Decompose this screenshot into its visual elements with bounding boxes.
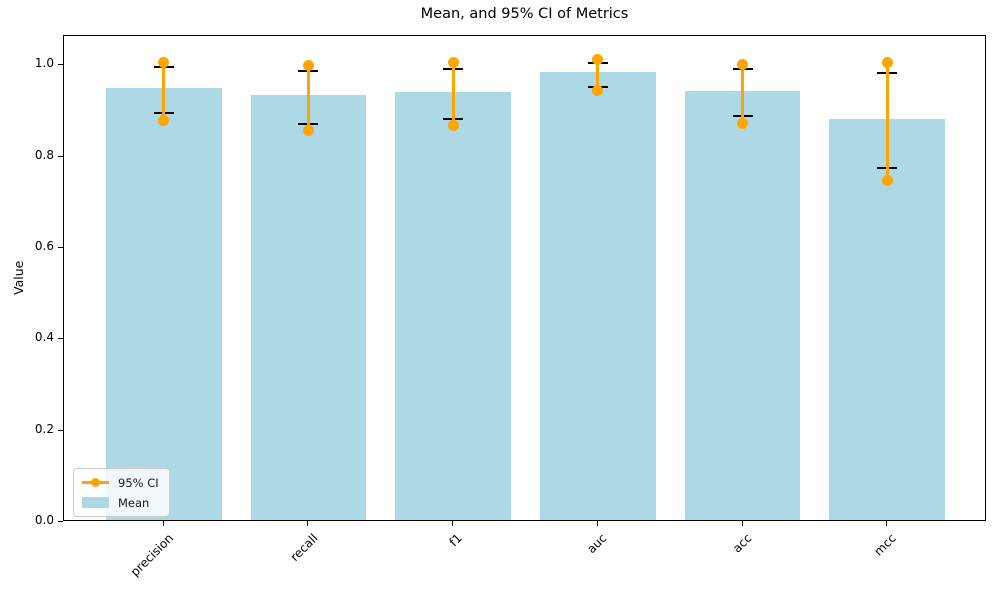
x-tick-mark [162, 521, 164, 526]
y-tick-mark [58, 521, 63, 522]
y-tick-label: 0.6 [34, 238, 54, 253]
x-tick-label-recall: recall [287, 531, 321, 565]
ci-dot [302, 59, 314, 71]
legend-label-mean: Mean [118, 495, 150, 510]
ci-line-dot-icon [82, 476, 109, 489]
y-tick-label: 0.2 [34, 421, 54, 436]
x-tick-label-acc: acc [729, 531, 755, 556]
ci-dot [447, 56, 459, 68]
bar-precision [105, 88, 222, 520]
legend: 95% CI Mean [73, 468, 170, 517]
ci-line [306, 65, 310, 131]
ci-dot [737, 118, 748, 130]
ci-dot [881, 174, 893, 186]
y-tick-mark [58, 64, 63, 66]
ci-dot [158, 56, 170, 68]
ci-dot [302, 124, 314, 136]
y-tick-label: 0.0 [34, 513, 54, 527]
y-tick-label: 1.0 [34, 56, 54, 71]
bar-f1 [395, 92, 512, 520]
plot-area [63, 35, 986, 521]
ci-dot [737, 58, 748, 70]
ci-line [162, 62, 166, 121]
y-tick-mark [58, 338, 63, 340]
y-tick-mark [58, 429, 63, 431]
bar-acc [684, 91, 801, 520]
ci-line [885, 62, 889, 181]
x-tick-mark [741, 521, 743, 526]
ci-dot [158, 114, 170, 126]
legend-row-mean: Mean [82, 495, 159, 510]
x-tick-mark [307, 521, 309, 526]
chart-title: Mean, and 95% CI of Metrics [420, 6, 629, 22]
ci-line [596, 59, 600, 91]
y-tick-label: 0.4 [34, 330, 54, 345]
x-tick-label-auc: auc [584, 531, 610, 557]
y-tick-mark [58, 246, 63, 248]
x-tick-mark [452, 521, 454, 526]
ci-dot [881, 56, 893, 68]
mean-patch-icon [82, 496, 109, 509]
x-tick-mark [886, 521, 888, 526]
y-axis-label: Value [11, 260, 26, 296]
bar-mcc [829, 119, 946, 520]
ci-dot [447, 119, 459, 131]
ci-line [451, 62, 455, 126]
bar-auc [539, 72, 656, 520]
x-tick-label-mcc: mcc [871, 531, 900, 559]
ci-line [741, 64, 744, 124]
x-tick-label-f1: f1 [446, 531, 466, 550]
y-tick-label: 0.8 [34, 147, 54, 162]
x-tick-label-precision: precision [127, 531, 176, 580]
y-tick-mark [58, 155, 63, 157]
ci-dot [592, 53, 604, 65]
ci-dot [592, 84, 604, 96]
x-tick-mark [596, 521, 598, 526]
legend-label-ci: 95% CI [118, 475, 159, 490]
legend-row-ci: 95% CI [82, 475, 159, 490]
bar-recall [250, 95, 367, 520]
